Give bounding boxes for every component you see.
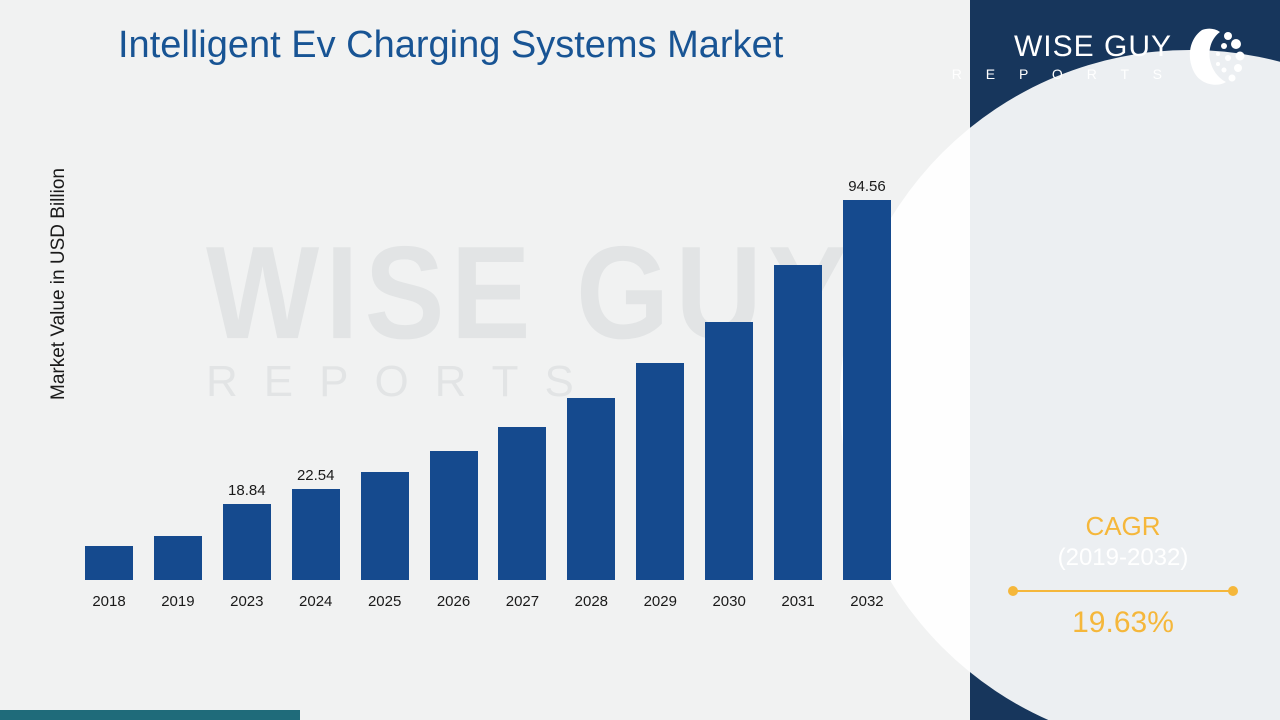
logo-head-icon [1182, 22, 1250, 90]
cagr-value: 19.63% [988, 606, 1258, 640]
bar-column [423, 429, 485, 580]
bar-column [560, 376, 622, 580]
x-tick-label: 2023 [216, 593, 278, 610]
x-tick-label: 2028 [560, 593, 622, 610]
x-tick-label: 2029 [629, 593, 691, 610]
bar-column: 22.54 [285, 467, 347, 580]
bar [85, 546, 133, 580]
bar [843, 200, 891, 580]
bar-chart: 18.84 22.54 94.56 2018 2019 2023 2024 2025 2026… [78, 180, 898, 610]
bar-column [491, 405, 553, 580]
logo-sub-text: R E P O R T S [952, 66, 1172, 82]
bar-column [629, 341, 691, 580]
bar [154, 536, 202, 580]
cagr-callout: CAGR (2019-2032) 19.63% [988, 511, 1258, 640]
x-tick-label: 2030 [698, 593, 760, 610]
bar [567, 398, 615, 580]
bar-value-label: 94.56 [848, 178, 886, 196]
x-tick-label: 2032 [836, 593, 898, 610]
footer-accent [0, 710, 300, 720]
bar-column [354, 450, 416, 580]
bar [498, 427, 546, 580]
bars-container: 18.84 22.54 94.56 [78, 180, 898, 580]
x-axis-labels: 2018 2019 2023 2024 2025 2026 2027 2028 2029 2030… [78, 593, 898, 610]
bar [636, 363, 684, 580]
bar [705, 322, 753, 580]
bar [774, 265, 822, 580]
bar [430, 451, 478, 580]
bar [361, 472, 409, 580]
chart-title: Intelligent Ev Charging Systems Market [118, 24, 783, 68]
x-tick-label: 2018 [78, 593, 140, 610]
bar [223, 504, 271, 580]
x-tick-label: 2024 [285, 593, 347, 610]
bar-column [78, 524, 140, 580]
bar-column [147, 514, 209, 580]
cagr-divider [1013, 590, 1233, 592]
cagr-title: CAGR [988, 511, 1258, 542]
brand-logo: WISE GUY R E P O R T S [952, 22, 1250, 90]
bar-column: 94.56 [836, 178, 898, 580]
x-tick-label: 2025 [354, 593, 416, 610]
y-axis-label: Market Value in USD Billion [48, 168, 70, 400]
x-tick-label: 2031 [767, 593, 829, 610]
bar-value-label: 22.54 [297, 467, 335, 485]
bar-value-label: 18.84 [228, 482, 266, 500]
x-tick-label: 2019 [147, 593, 209, 610]
bar-column: 18.84 [216, 482, 278, 580]
cagr-period: (2019-2032) [988, 544, 1258, 572]
report-canvas: WISE GUY REPORTS Intelligent Ev Charging… [0, 0, 1280, 720]
logo-main-text: WISE GUY [952, 30, 1172, 64]
x-tick-label: 2026 [423, 593, 485, 610]
bar [292, 489, 340, 580]
bar-column [698, 300, 760, 580]
x-tick-label: 2027 [491, 593, 553, 610]
bar-column [767, 243, 829, 580]
